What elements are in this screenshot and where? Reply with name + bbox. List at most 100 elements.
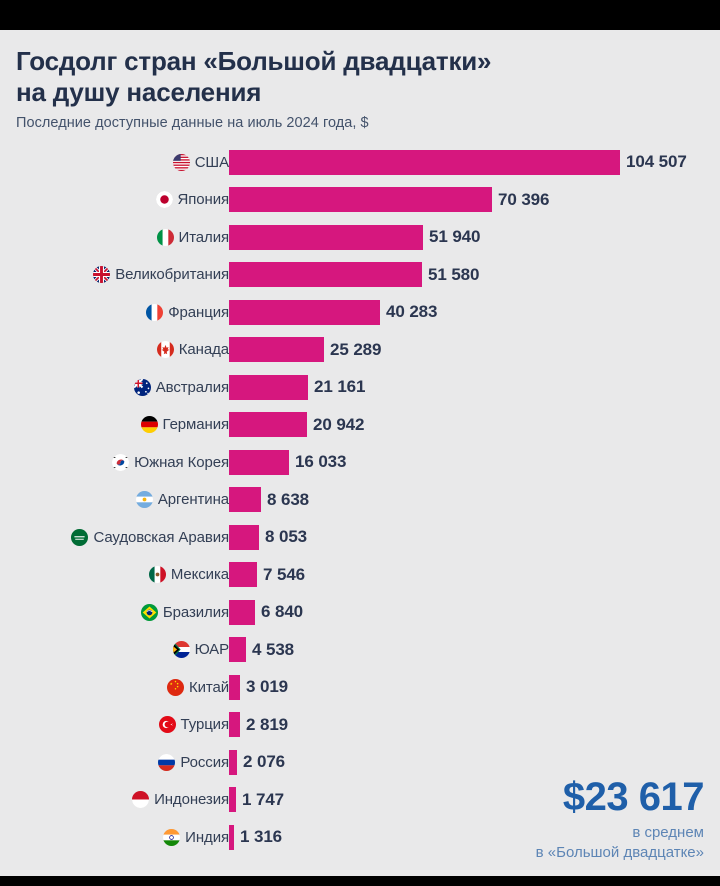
chart-row: Италия 51 940 bbox=[0, 218, 720, 256]
flag-gb-icon bbox=[93, 266, 111, 284]
chart-row: Франция 40 283 bbox=[0, 293, 720, 331]
country-name: Канада bbox=[178, 341, 229, 359]
chart-row: Япония 70 396 bbox=[0, 181, 720, 219]
country-name: Россия bbox=[180, 753, 229, 771]
country-name: Франция bbox=[168, 303, 229, 321]
chart-bar-value: 3 019 bbox=[246, 677, 289, 697]
chart-row: Россия 2 076 bbox=[0, 743, 720, 781]
chart-row-bar-area: 2 819 bbox=[229, 712, 720, 738]
chart-bar-value: 2 076 bbox=[243, 752, 286, 772]
chart-bar-value: 1 316 bbox=[240, 827, 283, 847]
chart-row: Аргентина 8 638 bbox=[0, 481, 720, 519]
chart-row-label: Великобритания bbox=[0, 266, 229, 284]
average-callout: $23 617 в среднем в «Большой двадцатке» bbox=[444, 775, 705, 862]
chart-bar-value: 104 507 bbox=[626, 152, 687, 172]
country-name: Саудовская Аравия bbox=[93, 528, 229, 546]
chart-bar bbox=[229, 299, 380, 325]
country-name: Бразилия bbox=[162, 603, 229, 621]
chart-bar-value: 40 283 bbox=[386, 302, 438, 322]
chart-row-bar-area: 25 289 bbox=[229, 337, 720, 363]
flag-ca-icon bbox=[156, 341, 174, 359]
chart-bar-value: 1 747 bbox=[242, 789, 285, 809]
chart-row-label: Франция bbox=[0, 303, 229, 321]
country-name: США bbox=[194, 153, 229, 171]
country-name: Мексика bbox=[170, 566, 229, 584]
chart-row-bar-area: 6 840 bbox=[229, 599, 720, 625]
flag-id-icon bbox=[132, 791, 150, 809]
country-name: Италия bbox=[178, 228, 230, 246]
chart-row: Австралия 21 161 bbox=[0, 368, 720, 406]
country-name: ЮАР bbox=[194, 641, 229, 659]
country-name: Япония bbox=[177, 191, 230, 209]
flag-it-icon bbox=[156, 228, 174, 246]
chart-bar bbox=[229, 824, 234, 850]
flag-in-icon bbox=[163, 828, 181, 846]
country-name: Китай bbox=[188, 678, 229, 696]
chart-row: Южная Корея 16 033 bbox=[0, 443, 720, 481]
chart-row-bar-area: 3 019 bbox=[229, 674, 720, 700]
country-name: Индия bbox=[185, 828, 229, 846]
chart-row: Индонезия 1 747 bbox=[0, 781, 720, 819]
chart-bar bbox=[229, 712, 240, 738]
chart-row-label: Австралия bbox=[0, 378, 229, 396]
chart-row-bar-area: 1 747 bbox=[229, 787, 720, 813]
chart-bar bbox=[229, 524, 259, 550]
flag-tr-icon bbox=[158, 716, 176, 734]
chart-row-label: Германия bbox=[0, 416, 230, 434]
chart-row-label: США bbox=[0, 153, 229, 171]
chart-row-label: Япония bbox=[0, 191, 230, 209]
flag-ar-icon bbox=[135, 491, 153, 509]
chart-row-label: Южная Корея bbox=[0, 453, 229, 471]
chart-row-bar-area: 2 076 bbox=[229, 749, 720, 775]
average-value: $23 617 bbox=[562, 775, 705, 819]
letterbox-top bbox=[0, 0, 720, 30]
chart-bar-value: 8 053 bbox=[265, 527, 308, 547]
chart-bar bbox=[229, 262, 422, 288]
chart-bar-value: 6 840 bbox=[261, 602, 304, 622]
chart-bar bbox=[229, 149, 620, 175]
chart-row-label: ЮАР bbox=[0, 641, 229, 659]
flag-za-icon bbox=[172, 641, 190, 659]
chart-bar-value: 4 538 bbox=[252, 639, 295, 659]
chart-row-label: Италия bbox=[0, 228, 230, 246]
chart-row: Саудовская Аравия 8 053 bbox=[0, 518, 720, 556]
chart-bar bbox=[229, 562, 257, 588]
chart-bar bbox=[229, 337, 324, 363]
chart-bar-value: 16 033 bbox=[295, 452, 347, 472]
chart-bar bbox=[229, 449, 289, 475]
chart-row: Турция 2 819 bbox=[0, 706, 720, 744]
chart-row-bar-area: 20 942 bbox=[229, 412, 720, 438]
chart-bar bbox=[229, 749, 237, 775]
chart-row-label: Индия bbox=[0, 828, 229, 846]
page-subtitle: Последние доступные данные на июль 2024 … bbox=[16, 115, 369, 132]
chart-row: Бразилия 6 840 bbox=[0, 593, 720, 631]
chart-row-label: Канада bbox=[0, 341, 229, 359]
flag-jp-icon bbox=[155, 191, 173, 209]
country-name: Аргентина bbox=[157, 491, 229, 509]
chart-bar-value: 70 396 bbox=[498, 189, 550, 209]
chart-bar-value: 25 289 bbox=[330, 339, 382, 359]
chart-bar bbox=[229, 674, 240, 700]
chart-row-bar-area: 70 396 bbox=[229, 187, 720, 213]
chart-bar bbox=[229, 787, 236, 813]
flag-au-icon bbox=[133, 378, 151, 396]
chart-row-label: Турция bbox=[0, 716, 229, 734]
chart-bar bbox=[229, 412, 307, 438]
letterbox-bottom bbox=[0, 876, 720, 886]
chart-row-bar-area: 104 507 bbox=[229, 149, 720, 175]
chart-row: Мексика 7 546 bbox=[0, 556, 720, 594]
chart-row: Канада 25 289 bbox=[0, 331, 720, 369]
flag-sa-icon bbox=[71, 528, 89, 546]
flag-fr-icon bbox=[146, 303, 164, 321]
flag-ru-icon bbox=[158, 753, 176, 771]
flag-de-icon bbox=[140, 416, 158, 434]
chart-bar-value: 8 638 bbox=[267, 489, 310, 509]
chart-bar bbox=[229, 637, 246, 663]
chart-row: Китай 3 019 bbox=[0, 668, 720, 706]
chart-row-bar-area: 1 316 bbox=[229, 824, 720, 850]
chart-row: Германия 20 942 bbox=[0, 406, 720, 444]
flag-cn-icon bbox=[166, 678, 184, 696]
flag-br-icon bbox=[140, 603, 158, 621]
country-name: Германия bbox=[162, 416, 230, 434]
page-title: Госдолг стран «Большой двадцатки» на душ… bbox=[16, 46, 492, 107]
